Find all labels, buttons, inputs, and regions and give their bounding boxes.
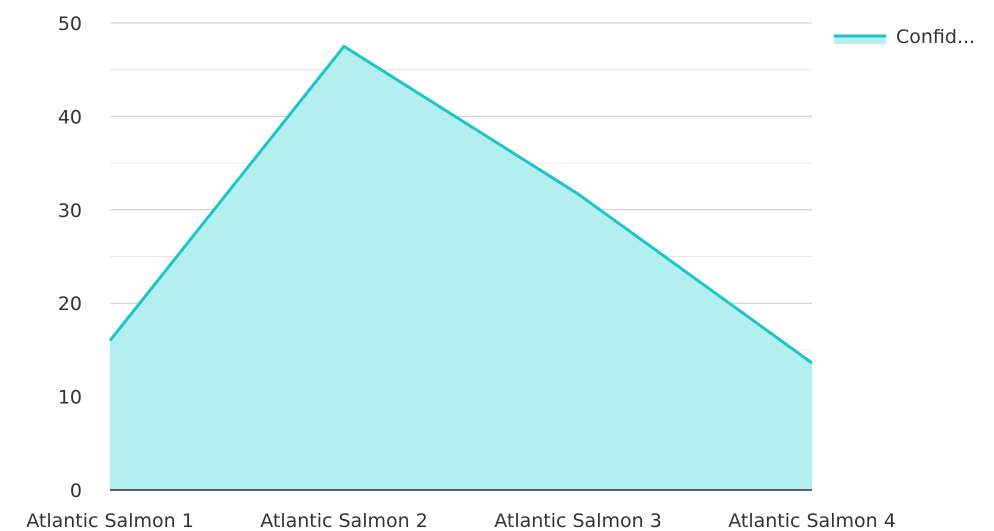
y-tick-label: 20 xyxy=(58,293,82,315)
y-tick-label: 0 xyxy=(70,480,82,502)
y-tick-label: 30 xyxy=(58,200,82,222)
y-tick-label: 40 xyxy=(58,106,82,128)
x-tick-label: Atlantic Salmon 2 xyxy=(260,510,428,531)
x-axis-ticks: Atlantic Salmon 1 Atlantic Salmon 2 Atlant… xyxy=(26,510,896,531)
data-point[interactable] xyxy=(336,38,352,54)
x-tick-label: Atlantic Salmon 4 xyxy=(728,510,896,531)
series-line xyxy=(108,44,813,365)
y-tick-label: 10 xyxy=(58,387,82,409)
x-tick-label: Atlantic Salmon 3 xyxy=(494,510,662,531)
y-tick-label: 50 xyxy=(58,13,82,35)
data-point[interactable] xyxy=(570,186,586,202)
legend[interactable]: Confid... xyxy=(834,26,975,48)
series-area-fill xyxy=(110,46,812,490)
y-axis-ticks: 0 10 20 30 40 50 xyxy=(58,13,82,502)
data-point[interactable] xyxy=(804,355,820,371)
x-tick-label: Atlantic Salmon 1 xyxy=(26,510,194,531)
series-area xyxy=(102,38,820,490)
data-point[interactable] xyxy=(102,333,118,349)
legend-label: Confid... xyxy=(896,26,975,48)
legend-swatch-fill xyxy=(834,36,886,44)
